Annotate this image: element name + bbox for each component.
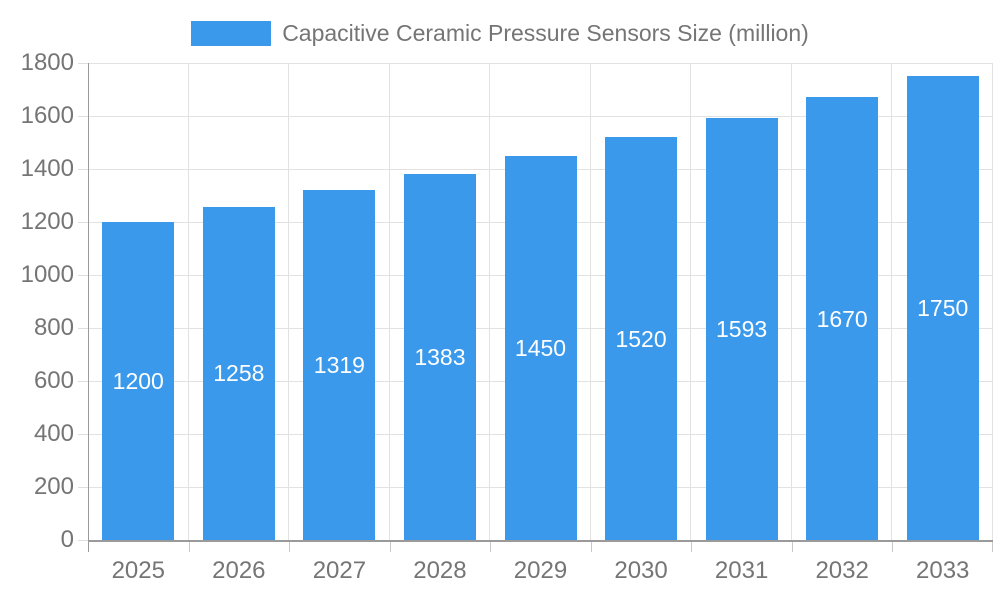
x-axis-tick-label: 2027 <box>312 557 367 584</box>
y-axis-tick <box>78 487 88 488</box>
bar: 1383 <box>403 173 476 540</box>
y-axis-tick-label: 1600 <box>20 102 74 129</box>
x-axis-tick-label: 2025 <box>111 557 165 584</box>
legend-label: Capacitive Ceramic Pressure Sensors Size… <box>282 20 809 46</box>
y-axis-tick <box>78 434 88 435</box>
x-gridline <box>790 63 792 540</box>
x-gridline <box>388 63 390 540</box>
x-axis-tick-label: 2032 <box>815 557 869 584</box>
x-gridline <box>187 63 189 540</box>
bar-value-label: 1520 <box>615 325 667 352</box>
bar: 1450 <box>504 155 577 540</box>
y-axis-tick <box>78 540 88 541</box>
x-axis-tick <box>289 542 291 552</box>
y-axis-tick-label: 1000 <box>20 261 74 288</box>
y-axis-tick-label: 400 <box>33 420 74 447</box>
bar: 1593 <box>705 117 778 540</box>
y-axis-tick-label: 200 <box>33 473 74 500</box>
y-axis-tick-label: 1200 <box>20 208 74 235</box>
y-axis-tick-label: 0 <box>60 526 74 553</box>
y-axis-tick <box>78 169 88 170</box>
x-gridline <box>891 63 893 540</box>
y-axis-tick-label: 800 <box>33 314 74 341</box>
x-gridline <box>589 63 591 540</box>
x-axis-tick-label: 2028 <box>413 557 467 584</box>
x-axis-tick-label: 2026 <box>212 557 266 584</box>
y-gridline <box>88 116 993 117</box>
bar-value-label: 1750 <box>917 295 969 322</box>
y-gridline <box>88 63 993 64</box>
bar-value-label: 1383 <box>414 343 466 370</box>
y-axis-tick <box>78 63 88 64</box>
x-gridline <box>992 63 993 540</box>
y-axis-tick <box>78 116 88 117</box>
plot-area: 0 200 400 600 800 1000 1200 1400 1600 1800 1200 202… <box>21 50 993 584</box>
y-axis-line <box>88 63 89 552</box>
x-axis-tick-label: 2029 <box>513 557 568 584</box>
bar-value-label: 1670 <box>816 305 868 332</box>
y-axis-tick-label: 1400 <box>20 155 74 182</box>
bar: 1520 <box>605 137 678 540</box>
bar: 1319 <box>303 190 376 540</box>
bar: 1750 <box>906 76 979 540</box>
x-axis-tick <box>490 542 492 552</box>
bar: 1670 <box>806 97 879 540</box>
x-gridline <box>288 63 290 540</box>
x-axis-tick <box>389 542 391 552</box>
y-axis-tick <box>78 381 88 382</box>
bar-value-label: 1200 <box>112 368 164 394</box>
bar: 1200 <box>102 222 175 540</box>
x-axis-tick <box>590 542 592 552</box>
x-gridline <box>489 63 491 540</box>
y-axis-tick <box>78 328 88 329</box>
x-axis-tick-label: 2031 <box>714 557 769 584</box>
x-axis-line <box>88 540 993 542</box>
x-axis-tick-label: 2030 <box>614 557 668 584</box>
bar: 1258 <box>202 206 275 540</box>
x-axis-tick <box>691 542 693 552</box>
x-gridline <box>690 63 692 540</box>
legend: Capacitive Ceramic Pressure Sensors Size… <box>0 20 1000 47</box>
x-axis-tick <box>791 542 793 552</box>
bar-value-label: 1450 <box>514 334 567 361</box>
y-axis-tick-label: 1800 <box>20 49 74 76</box>
x-axis-tick <box>892 542 894 552</box>
y-axis-tick <box>78 275 88 276</box>
bar-value-label: 1593 <box>716 315 768 342</box>
legend-swatch <box>191 21 272 46</box>
bar-value-label: 1319 <box>313 352 365 379</box>
x-axis-tick-label: 2033 <box>916 557 970 584</box>
x-axis-tick <box>188 542 190 552</box>
bar-value-label: 1258 <box>213 360 265 387</box>
x-axis-tick <box>992 542 993 552</box>
y-axis-tick <box>78 222 88 223</box>
y-axis-tick-label: 600 <box>33 367 74 394</box>
